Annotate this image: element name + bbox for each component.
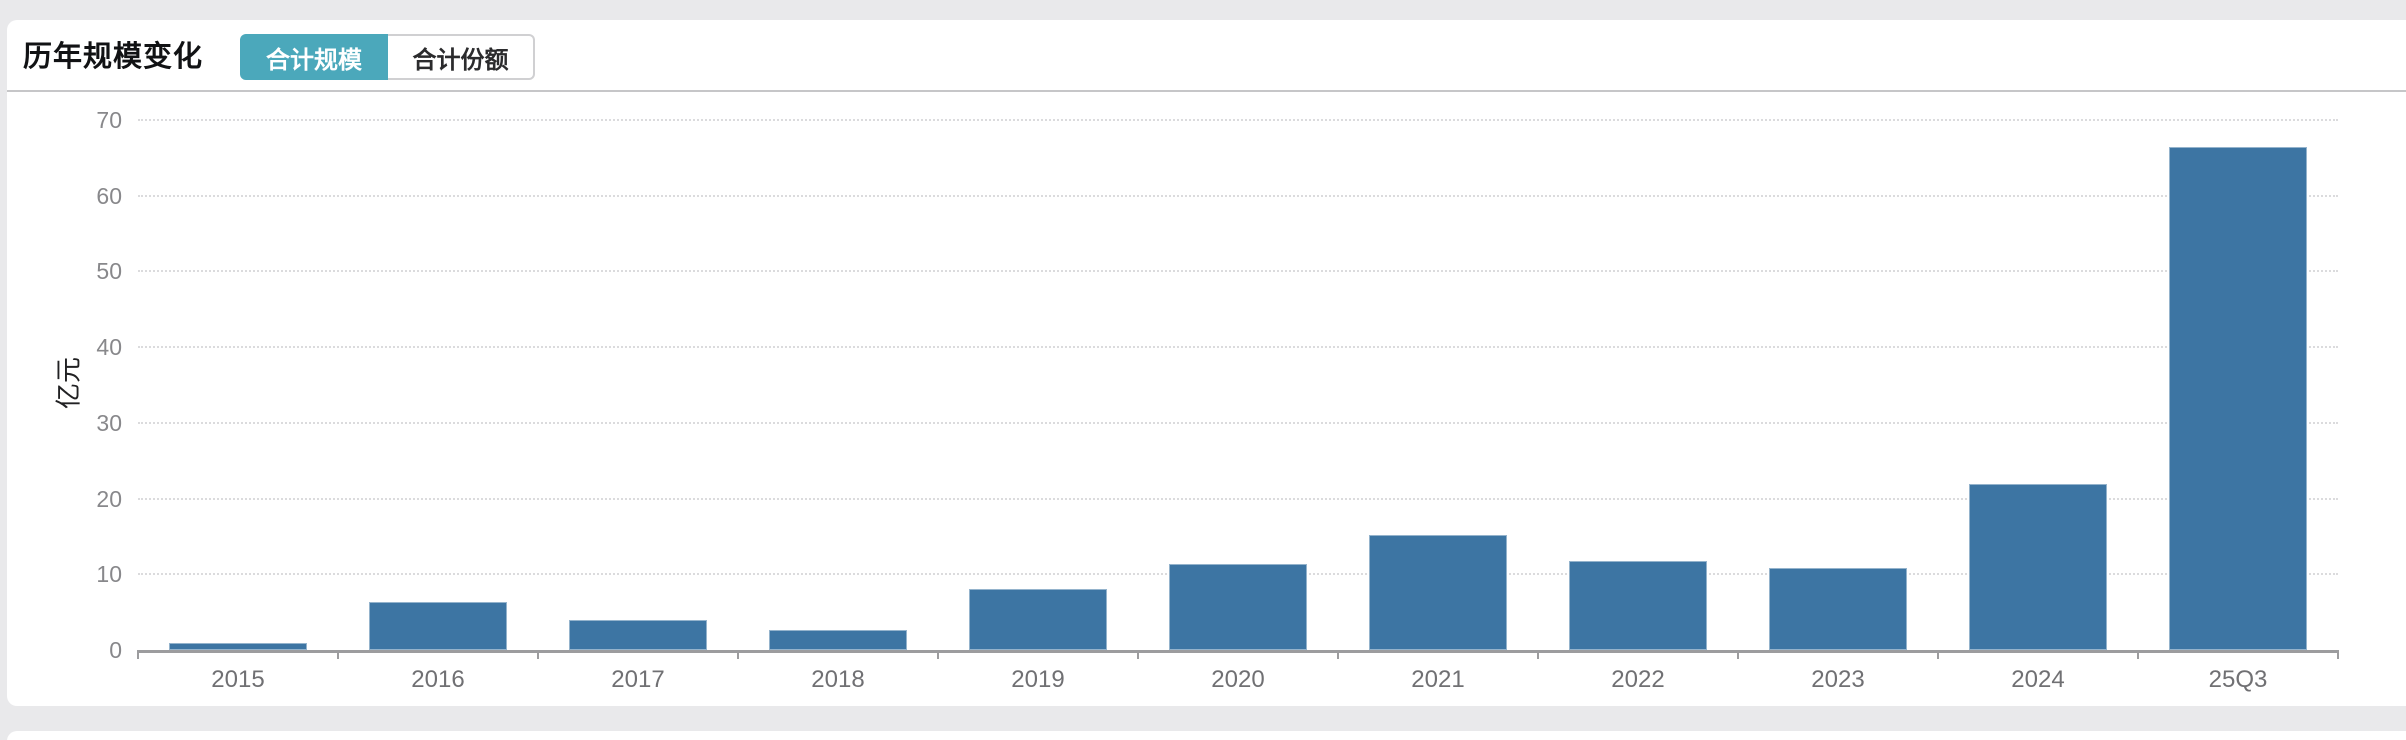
bar[interactable] <box>2169 147 2307 650</box>
tab-total-share[interactable]: 合计份额 <box>388 34 535 80</box>
axis-tick <box>337 650 339 659</box>
gridline <box>138 497 2338 500</box>
bar[interactable] <box>769 630 907 650</box>
bar[interactable] <box>569 620 707 650</box>
gridline <box>138 270 2338 273</box>
x-tick-label: 2022 <box>1611 666 1665 693</box>
gridline <box>138 119 2338 121</box>
bar[interactable] <box>1369 535 1507 650</box>
y-tick-label: 60 <box>96 182 122 209</box>
axis-tick <box>2337 650 2339 659</box>
chart-card: 历年规模变化 合计规模 合计份额 亿元 0 10 20 30 40 50 60 70 2015 2… <box>7 20 2406 706</box>
x-tick-label: 2021 <box>1411 666 1465 693</box>
x-tick-label: 2016 <box>411 666 465 693</box>
axis-tick <box>737 650 739 659</box>
gridline <box>138 194 2338 197</box>
x-tick-label: 2023 <box>1811 666 1865 693</box>
y-tick-label: 70 <box>96 107 122 133</box>
bar[interactable] <box>1769 568 1907 650</box>
axis-tick <box>1937 650 1939 659</box>
x-tick-label: 2018 <box>811 666 865 693</box>
bar[interactable] <box>969 589 1107 650</box>
header-divider <box>7 90 2406 92</box>
x-tick-label: 25Q3 <box>2208 666 2268 693</box>
bar[interactable] <box>1169 564 1307 650</box>
y-tick-label: 0 <box>109 637 122 663</box>
y-tick-label: 50 <box>96 258 122 285</box>
x-tick-label: 2020 <box>1211 666 1265 693</box>
y-axis-unit-label: 亿元 <box>53 356 84 410</box>
axis-tick <box>1137 650 1139 659</box>
axis-tick <box>1337 650 1339 659</box>
y-tick-label: 30 <box>96 409 122 436</box>
tab-total-scale[interactable]: 合计规模 <box>240 34 388 80</box>
axis-tick <box>2137 650 2139 659</box>
gridline <box>138 346 2338 349</box>
bar[interactable] <box>1569 561 1707 650</box>
axis-tick <box>537 650 539 659</box>
bar[interactable] <box>369 602 507 650</box>
axis-tick <box>137 650 139 659</box>
bar[interactable] <box>169 643 307 650</box>
y-tick-label: 20 <box>96 485 122 512</box>
axis-tick <box>1737 650 1739 659</box>
axis-tick <box>937 650 939 659</box>
next-card <box>7 731 2406 740</box>
axis-tick <box>1537 650 1539 659</box>
x-tick-label: 2019 <box>1011 666 1065 693</box>
gridline <box>138 421 2338 424</box>
y-tick-label: 40 <box>96 334 122 361</box>
x-tick-label: 2017 <box>611 666 665 693</box>
tab-group: 合计规模 合计份额 <box>240 34 535 80</box>
chart-area: 亿元 0 10 20 30 40 50 60 70 2015 2016 2017 2018 2019 20… <box>7 20 2406 706</box>
y-tick-label: 10 <box>96 561 122 588</box>
x-axis-line <box>138 650 2338 653</box>
bar[interactable] <box>1969 484 2107 650</box>
x-tick-label: 2024 <box>2011 666 2065 693</box>
page-title: 历年规模变化 <box>23 41 204 73</box>
x-tick-label: 2015 <box>211 666 265 693</box>
